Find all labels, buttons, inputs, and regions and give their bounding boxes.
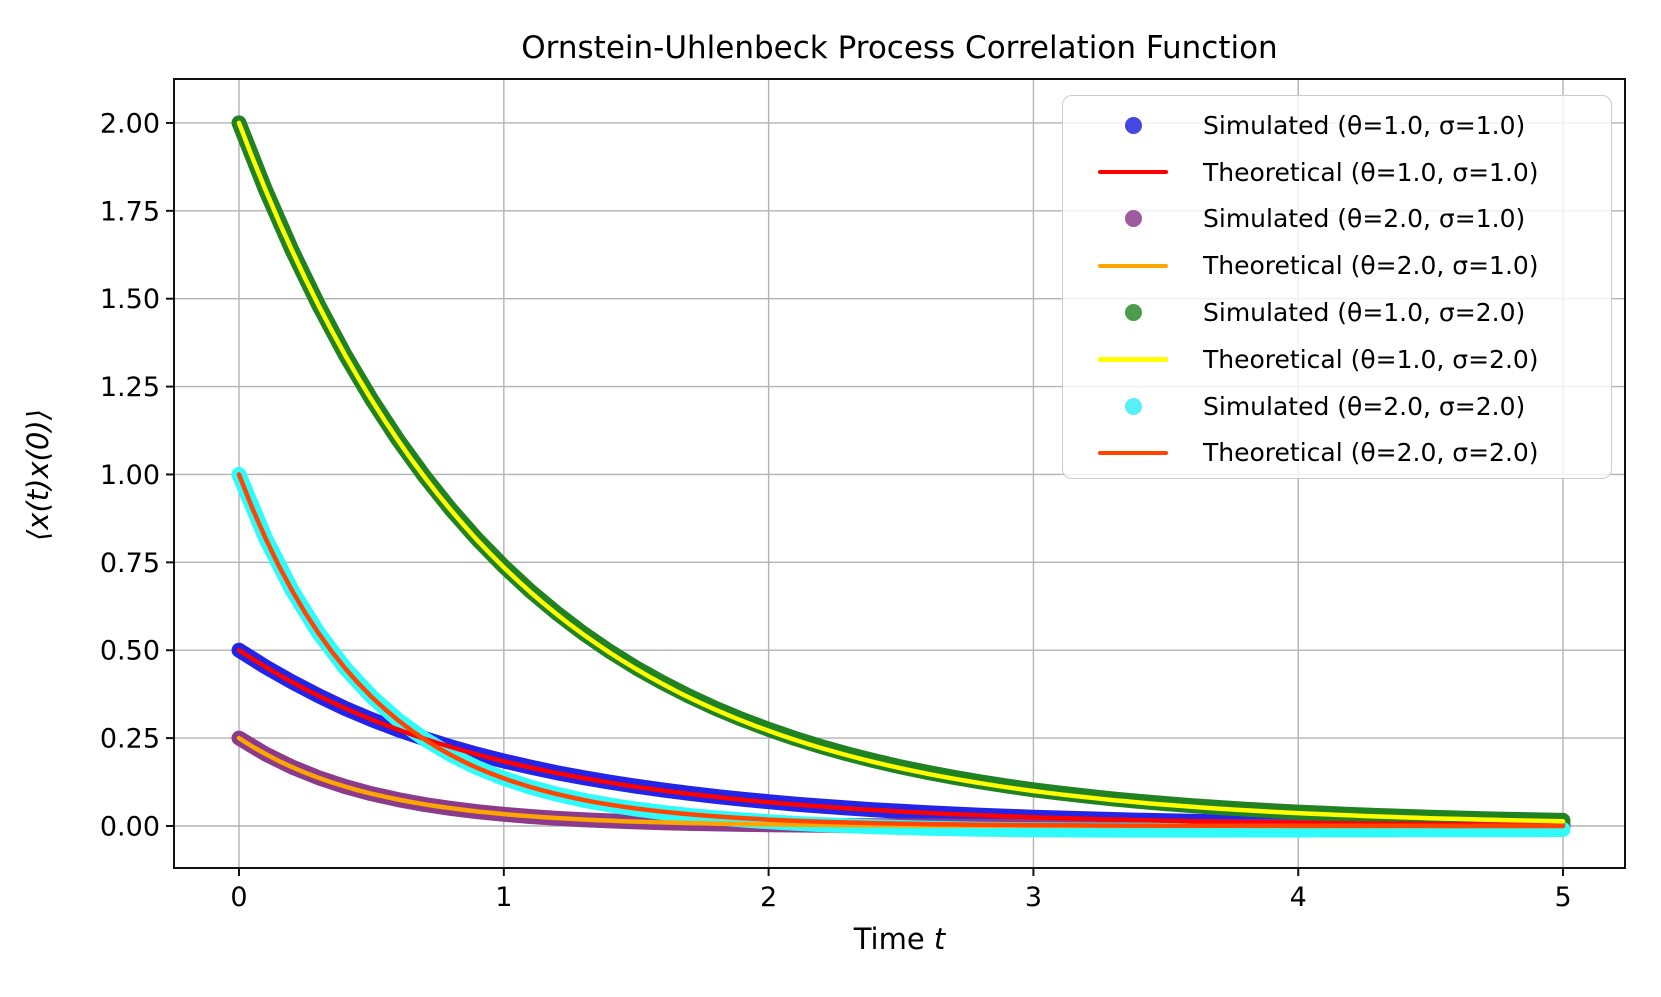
legend-label: Simulated (θ=1.0, σ=2.0) bbox=[1203, 298, 1526, 328]
legend-entry: Theoretical (θ=1.0, σ=2.0) bbox=[1063, 336, 1611, 383]
legend-label: Simulated (θ=2.0, σ=1.0) bbox=[1203, 204, 1526, 234]
legend-entry: Simulated (θ=1.0, σ=1.0) bbox=[1063, 102, 1611, 149]
theoretical-line bbox=[236, 472, 1566, 829]
line-marker bbox=[1098, 263, 1168, 269]
legend-label: Simulated (θ=1.0, σ=1.0) bbox=[1203, 110, 1526, 140]
x-tick-label: 0 bbox=[230, 882, 247, 913]
line-marker bbox=[1098, 357, 1168, 362]
legend-dot-icon bbox=[1063, 304, 1203, 322]
line-marker bbox=[1098, 169, 1168, 175]
y-tick-label: 1.00 bbox=[100, 460, 160, 491]
legend-label: Theoretical (θ=1.0, σ=2.0) bbox=[1203, 344, 1539, 374]
legend-line-icon bbox=[1063, 450, 1203, 456]
x-axis-label-symbol: t bbox=[933, 922, 946, 956]
line-marker bbox=[1098, 450, 1168, 456]
legend-label: Theoretical (θ=1.0, σ=1.0) bbox=[1203, 157, 1539, 187]
legend-entry: Simulated (θ=1.0, σ=2.0) bbox=[1063, 289, 1611, 336]
y-tick-label: 0.50 bbox=[100, 636, 160, 667]
y-tick-label: 1.25 bbox=[100, 372, 160, 403]
legend-dot-icon bbox=[1063, 397, 1203, 415]
chart-title: Ornstein-Uhlenbeck Process Correlation F… bbox=[521, 30, 1278, 66]
legend-entry: Simulated (θ=2.0, σ=2.0) bbox=[1063, 383, 1611, 430]
legend-dot-icon bbox=[1063, 210, 1203, 228]
simulated-band bbox=[231, 467, 1571, 838]
scatter-marker bbox=[1124, 397, 1142, 415]
x-tick-label: 4 bbox=[1290, 882, 1307, 913]
legend-label: Theoretical (θ=2.0, σ=2.0) bbox=[1203, 438, 1539, 468]
x-tick-label: 5 bbox=[1554, 882, 1571, 913]
legend-dot-icon bbox=[1063, 116, 1203, 134]
y-axis-label: ⟨x(t)x(0)⟩ bbox=[21, 408, 55, 542]
legend-entry: Theoretical (θ=1.0, σ=1.0) bbox=[1063, 149, 1611, 196]
y-tick-label: 0.00 bbox=[100, 811, 160, 842]
x-axis-label: Time t bbox=[174, 922, 1625, 956]
legend-entry: Theoretical (θ=2.0, σ=1.0) bbox=[1063, 242, 1611, 289]
y-tick-label: 1.75 bbox=[100, 196, 160, 227]
scatter-marker bbox=[1124, 210, 1142, 228]
x-axis-label-word: Time bbox=[853, 922, 934, 956]
scatter-marker bbox=[1124, 116, 1142, 134]
y-tick-label: 2.00 bbox=[100, 108, 160, 139]
theoretical-line bbox=[236, 647, 1566, 828]
x-tick-label: 2 bbox=[760, 882, 777, 913]
legend: Simulated (θ=1.0, σ=1.0) Theoretical (θ=1… bbox=[1062, 95, 1612, 479]
y-tick-label: 0.25 bbox=[100, 724, 160, 755]
legend-label: Simulated (θ=2.0, σ=2.0) bbox=[1203, 391, 1526, 421]
legend-label: Theoretical (θ=2.0, σ=1.0) bbox=[1203, 251, 1539, 281]
legend-line-icon bbox=[1063, 263, 1203, 269]
legend-entry: Simulated (θ=2.0, σ=1.0) bbox=[1063, 196, 1611, 243]
legend-line-icon bbox=[1063, 357, 1203, 362]
scatter-marker bbox=[1124, 304, 1142, 322]
y-tick-label: 1.50 bbox=[100, 284, 160, 315]
theoretical-line bbox=[236, 120, 1566, 824]
y-tick-label: 0.75 bbox=[100, 548, 160, 579]
legend-line-icon bbox=[1063, 169, 1203, 175]
x-tick-label: 3 bbox=[1025, 882, 1042, 913]
legend-entry: Theoretical (θ=2.0, σ=2.0) bbox=[1063, 430, 1611, 477]
x-tick-label: 1 bbox=[495, 882, 512, 913]
